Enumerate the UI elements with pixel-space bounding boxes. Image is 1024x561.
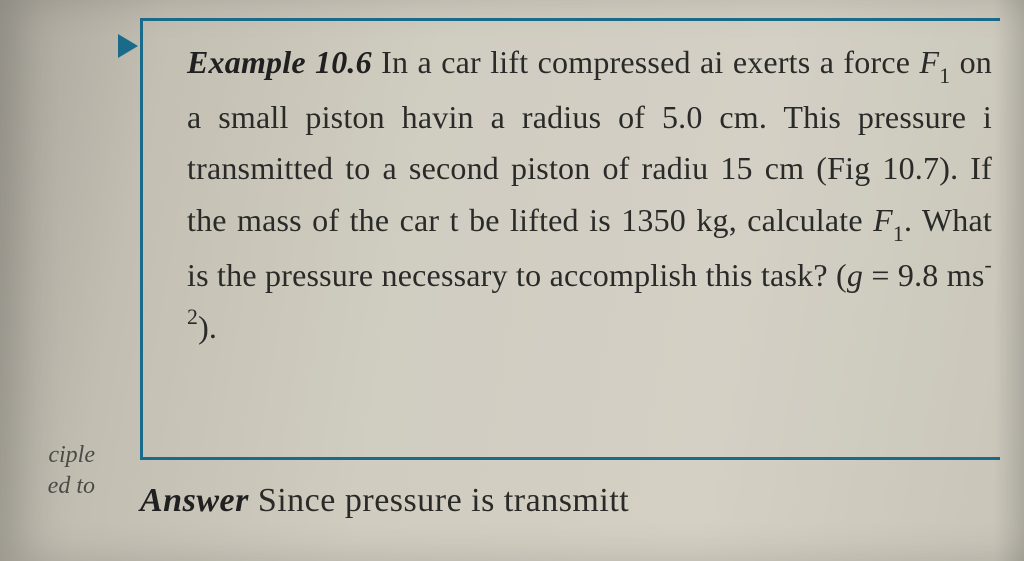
margin-line-1: ciple <box>0 440 95 471</box>
force-symbol: F <box>919 44 939 80</box>
example-label: Example 10.6 <box>187 44 372 80</box>
answer-label: Answer <box>140 482 249 519</box>
ex-s5b: ). <box>198 309 217 345</box>
example-body: Example 10.6 In a car lift compressed ai… <box>187 37 992 354</box>
ex-s3a: be lifted is 1350 kg, calculate <box>469 202 873 238</box>
left-margin-text: ciple ed to <box>0 440 95 502</box>
ex-s5a: task? ( <box>761 257 847 293</box>
force-subscript: 1 <box>939 64 950 88</box>
ex-s1a: In a car lift compressed ai <box>372 44 724 80</box>
g-eq: = 9.8 ms <box>863 257 984 293</box>
example-arrow-icon <box>118 34 138 58</box>
ex-s2a: a radius of 5.0 cm. This pressure i <box>491 99 992 135</box>
page-edge-shadow <box>994 0 1024 561</box>
margin-line-2: ed to <box>0 471 95 502</box>
answer-block: Answer Since pressure is transmitt <box>140 482 1010 520</box>
ex-s2b: transmitted to a second piston of radiu <box>187 150 708 186</box>
g-symbol: g <box>847 257 863 293</box>
example-box: Example 10.6 In a car lift compressed ai… <box>140 18 1000 460</box>
textbook-page: ciple ed to Example 10.6 In a car lift c… <box>0 0 1024 561</box>
force2-symbol: F <box>873 202 893 238</box>
ex-s1b: exerts a force <box>733 44 920 80</box>
ex-s4a: the pressure necessary to accomplish thi… <box>217 257 753 293</box>
force2-subscript: 1 <box>893 222 904 246</box>
answer-text: Since pressure is transmitt <box>249 482 629 519</box>
